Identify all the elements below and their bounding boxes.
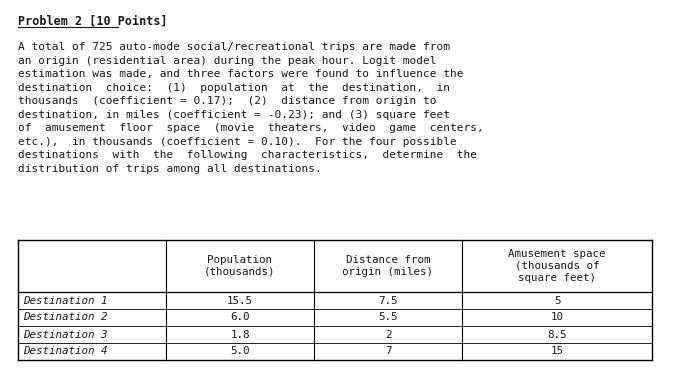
Text: Problem 2 [10 Points]: Problem 2 [10 Points] — [18, 15, 167, 28]
Text: 5.5: 5.5 — [378, 312, 398, 323]
Text: etc.),  in thousands (coefficient = 0.10).  For the four possible: etc.), in thousands (coefficient = 0.10)… — [18, 136, 456, 147]
Text: an origin (residential area) during the peak hour. Logit model: an origin (residential area) during the … — [18, 56, 437, 65]
Text: destination  choice:  (1)  population  at  the  destination,  in: destination choice: (1) population at th… — [18, 82, 450, 93]
Text: 15: 15 — [550, 347, 564, 356]
Text: 5: 5 — [554, 296, 560, 305]
Text: of  amusement  floor  space  (movie  theaters,  video  game  centers,: of amusement floor space (movie theaters… — [18, 123, 484, 133]
Text: estimation was made, and three factors were found to influence the: estimation was made, and three factors w… — [18, 69, 463, 79]
Text: 7: 7 — [385, 347, 391, 356]
Text: 5.0: 5.0 — [230, 347, 250, 356]
Text: Amusement space
(thousands of
square feet): Amusement space (thousands of square fee… — [508, 249, 606, 283]
Text: 8.5: 8.5 — [547, 330, 567, 339]
Text: Distance from
origin (miles): Distance from origin (miles) — [342, 255, 433, 277]
Text: 15.5: 15.5 — [227, 296, 253, 305]
Text: Destination 1: Destination 1 — [23, 296, 108, 305]
Text: destination, in miles (coefficient = -0.23); and (3) square feet: destination, in miles (coefficient = -0.… — [18, 109, 450, 120]
Text: distribution of trips among all destinations.: distribution of trips among all destinat… — [18, 163, 322, 174]
Text: 1.8: 1.8 — [230, 330, 250, 339]
Text: 2: 2 — [385, 330, 391, 339]
Text: Population
(thousands): Population (thousands) — [204, 255, 276, 277]
Text: Destination 2: Destination 2 — [23, 312, 108, 323]
Text: Destination 3: Destination 3 — [23, 330, 108, 339]
Text: destinations  with  the  following  characteristics,  determine  the: destinations with the following characte… — [18, 150, 477, 160]
Text: 7.5: 7.5 — [378, 296, 398, 305]
Text: A total of 725 auto-mode social/recreational trips are made from: A total of 725 auto-mode social/recreati… — [18, 42, 450, 52]
Text: 6.0: 6.0 — [230, 312, 250, 323]
Text: Destination 4: Destination 4 — [23, 347, 108, 356]
Text: thousands  (coefficient = 0.17);  (2)  distance from origin to: thousands (coefficient = 0.17); (2) dist… — [18, 96, 437, 106]
Text: 10: 10 — [550, 312, 564, 323]
